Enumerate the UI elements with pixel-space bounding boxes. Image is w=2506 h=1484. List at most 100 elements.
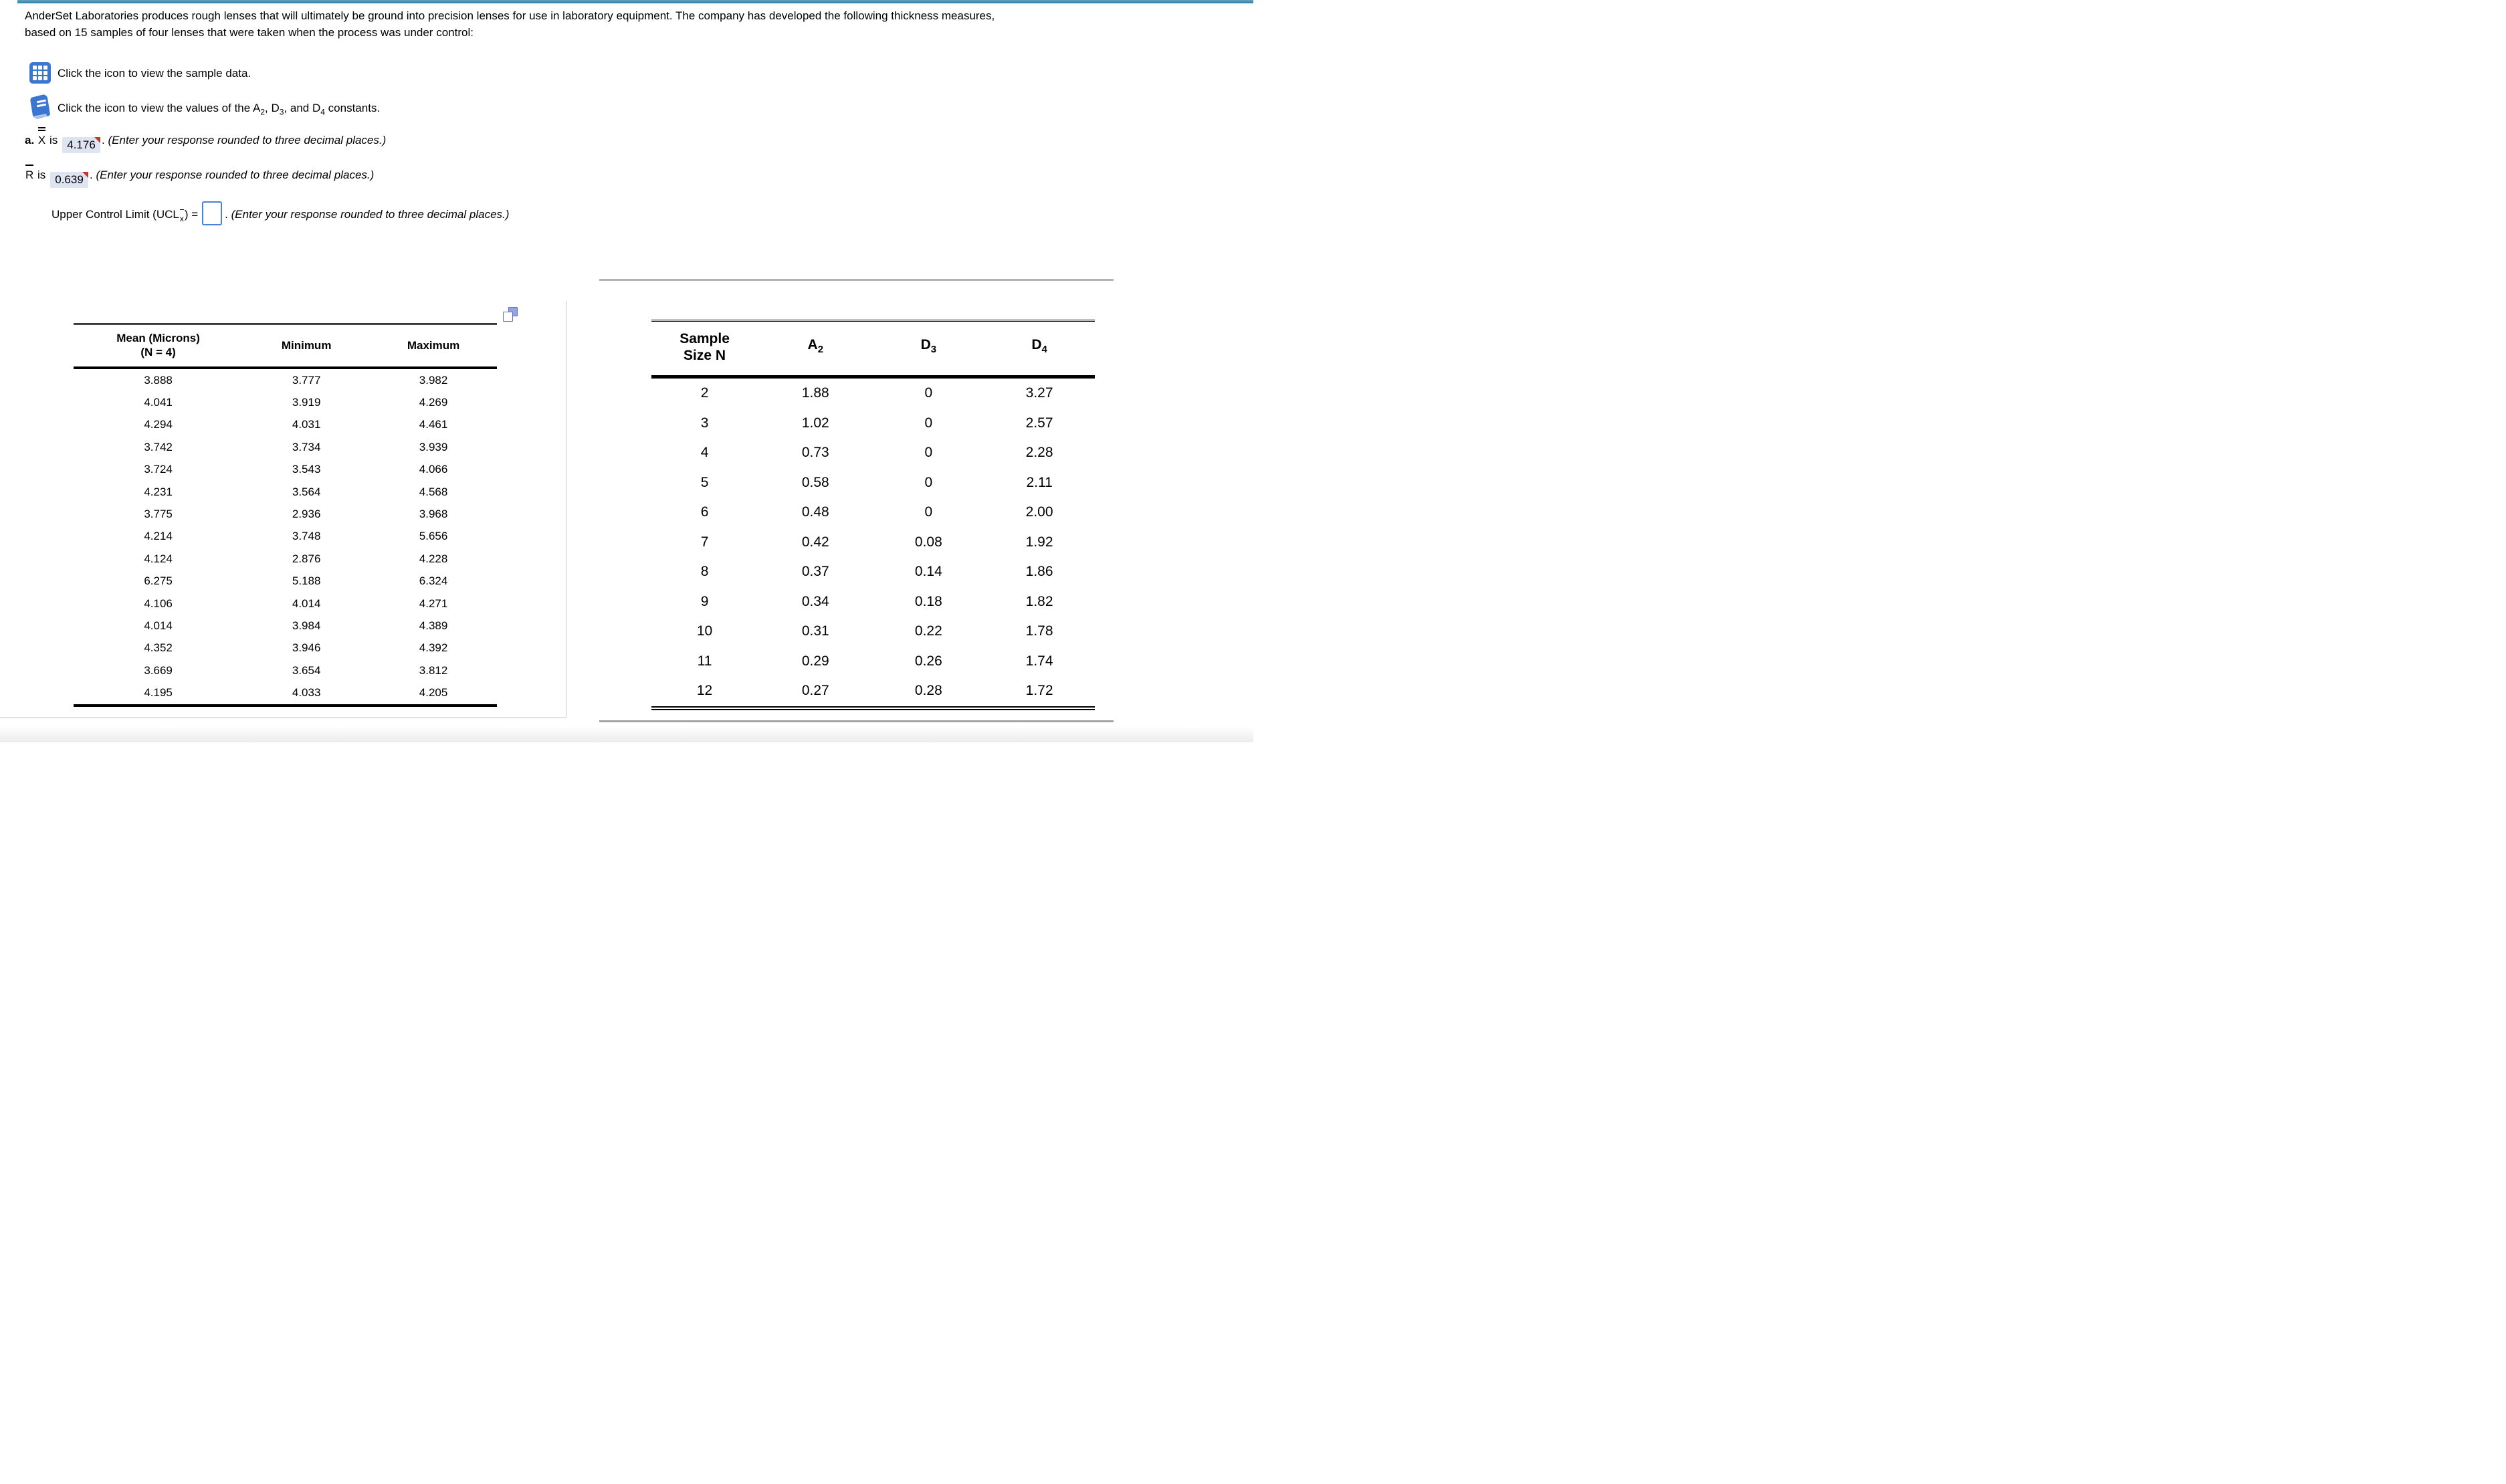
popout-icon[interactable] xyxy=(503,307,518,322)
table-row: 4.294 4.031 4.461 xyxy=(74,414,497,436)
window-top-accent-bar xyxy=(17,0,1253,3)
col-header-maximum: Maximum xyxy=(370,323,497,369)
table-cell: 0.18 xyxy=(914,593,942,609)
table-cell: 4.124 xyxy=(144,552,173,565)
table-cell: 3.742 xyxy=(144,440,173,453)
table-cell: 5 xyxy=(700,474,709,490)
table-cell: 0 xyxy=(924,445,933,461)
table-cell: 4.389 xyxy=(419,619,448,632)
table-cell: 4.271 xyxy=(419,597,448,610)
table-cell: 3.777 xyxy=(292,373,321,387)
x-double-bar-symbol: X xyxy=(37,127,46,149)
table-cell: 1.92 xyxy=(1025,534,1053,550)
table-cell: 3.543 xyxy=(292,463,321,476)
problem-statement-line1: AnderSet Laboratories produces rough len… xyxy=(25,9,995,22)
xbar-answer-box[interactable]: 4.176 xyxy=(62,137,101,153)
sample-data-table-icon[interactable] xyxy=(29,62,51,84)
col-header-d4: D4 xyxy=(984,320,1095,379)
table-cell: 0.42 xyxy=(801,534,829,550)
table-cell: 0.22 xyxy=(914,623,942,639)
table-row: 4.195 4.033 4.205 xyxy=(74,681,497,707)
table-cell: 2 xyxy=(700,385,709,401)
table-cell: 3.946 xyxy=(292,641,321,655)
table-row: 11 0.29 0.26 1.74 xyxy=(651,647,1095,677)
table-row: 12 0.27 0.28 1.72 xyxy=(651,676,1095,710)
table-row: 2 1.88 0 3.27 xyxy=(651,377,1095,409)
table-cell: 4.014 xyxy=(292,597,321,610)
table-cell: 3.564 xyxy=(292,485,321,498)
table-row: 9 0.34 0.18 1.82 xyxy=(651,587,1095,617)
ucl-xbar-subscript: x xyxy=(179,209,185,227)
col-header-mean: Mean (Microns) (N = 4) xyxy=(74,323,243,369)
table-cell: 3.968 xyxy=(419,508,448,521)
homework-page: AnderSet Laboratories produces rough len… xyxy=(0,0,1253,742)
table-cell: 1.88 xyxy=(801,385,829,401)
col-header-minimum: Minimum xyxy=(243,323,371,369)
word-is: is xyxy=(49,134,58,146)
table-cell: 4.205 xyxy=(370,681,497,707)
constants-table: Sample Size N A2 D3 D4 2 1.88 0 3.27 3 1.02 0 2.… xyxy=(651,320,1095,710)
constants-label-part: , D xyxy=(265,102,280,114)
table-cell: 0 xyxy=(924,474,933,490)
ucl-label: Upper Control Limit (UCL xyxy=(51,208,179,221)
table-cell: 0 xyxy=(924,415,933,431)
table-cell: 2.876 xyxy=(292,552,321,565)
xbar-answer-value: 4.176 xyxy=(67,138,96,151)
table-cell: 1.82 xyxy=(1025,593,1053,609)
table-row: 3.724 3.543 4.066 xyxy=(74,459,497,481)
answer-line-r: R is 0.639. (Enter your response rounded… xyxy=(25,165,374,188)
table-row: 4.106 4.014 4.271 xyxy=(74,593,497,615)
table-cell: 9 xyxy=(700,593,709,609)
page-bottom-fade xyxy=(0,726,1253,742)
constants-link-label: Click the icon to view the values of the… xyxy=(58,102,380,116)
word-is: is xyxy=(37,169,46,181)
period: . xyxy=(90,169,93,181)
table-cell: 3.669 xyxy=(144,663,173,677)
answer-line-ucl: Upper Control Limit (UCLx) =. (Enter you… xyxy=(51,201,509,227)
problem-statement-line2: based on 15 samples of four lenses that … xyxy=(25,26,474,39)
ucl-input[interactable] xyxy=(202,201,223,225)
table-cell: 3.775 xyxy=(144,508,173,521)
constants-label-part: Click the icon to view the values of the… xyxy=(58,102,261,114)
period: . xyxy=(225,208,228,221)
table-cell: 3.982 xyxy=(419,373,448,387)
table-cell: 4.031 xyxy=(292,418,321,431)
constants-label-sub: 2 xyxy=(260,107,266,117)
rbar-answer-box[interactable]: 0.639 xyxy=(50,172,89,188)
table-cell: 3.919 xyxy=(292,396,321,409)
col-header-sample-size: Sample Size N xyxy=(651,320,758,379)
constants-panel-top-divider xyxy=(599,279,1114,281)
constants-label-part: , and D xyxy=(284,102,321,114)
table-cell: 4.106 xyxy=(144,597,173,610)
table-cell: 4.228 xyxy=(419,552,448,565)
table-cell: 4.294 xyxy=(144,418,173,431)
table-cell: 4.014 xyxy=(144,619,173,632)
sample-table-header-row: Mean (Microns) (N = 4) Minimum Maximum xyxy=(74,323,497,369)
table-row: 4 0.73 0 2.28 xyxy=(651,438,1095,468)
constants-panel-bottom-divider xyxy=(599,720,1114,722)
table-cell: 0.73 xyxy=(801,445,829,461)
ucl-label-close: ) = xyxy=(184,208,199,221)
table-cell: 3.888 xyxy=(144,373,173,387)
col-header-a2: A2 xyxy=(758,320,873,379)
table-row: 7 0.42 0.08 1.92 xyxy=(651,528,1095,558)
table-row: 6.275 5.188 6.324 xyxy=(74,570,497,593)
table-cell: 0.14 xyxy=(914,564,942,580)
table-row: 5 0.58 0 2.11 xyxy=(651,468,1095,498)
table-cell: 1.86 xyxy=(1025,564,1053,580)
rbar-answer-value: 0.639 xyxy=(55,173,84,186)
table-cell: 10 xyxy=(696,623,713,639)
table-cell: 4.214 xyxy=(144,530,173,543)
constants-book-icon[interactable] xyxy=(29,94,51,120)
table-cell: 4.392 xyxy=(419,641,448,655)
table-row: 3 1.02 0 2.57 xyxy=(651,409,1095,439)
problem-statement: AnderSet Laboratories produces rough len… xyxy=(25,7,995,41)
table-cell: 6.324 xyxy=(419,574,448,588)
table-row: 3.669 3.654 3.812 xyxy=(74,659,497,681)
table-cell: 3.812 xyxy=(419,663,448,677)
table-row: 3.775 2.936 3.968 xyxy=(74,503,497,525)
sample-data-panel xyxy=(0,301,566,718)
table-cell: 3.654 xyxy=(292,663,321,677)
table-cell: 12 xyxy=(651,676,758,710)
table-cell: 7 xyxy=(700,534,709,550)
